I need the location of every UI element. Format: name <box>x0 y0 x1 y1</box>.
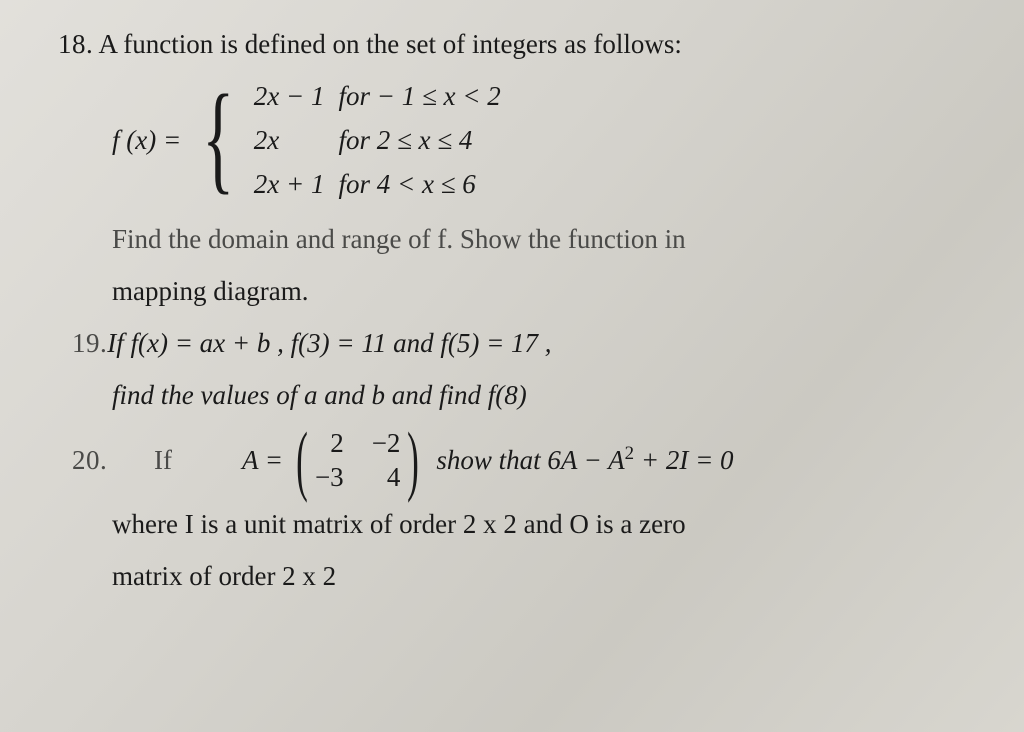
q19-number: 19. <box>72 328 107 358</box>
q20-m-r0c0: 2 <box>315 427 344 461</box>
q19-given: If f(x) = ax + b , f(3) = 11 and f(5) = … <box>107 328 551 358</box>
q20-m-r0c1: −2 <box>372 427 401 461</box>
q20-number: 20. <box>72 440 154 482</box>
q18-task-line1-text: Find the domain and range of f. Show the… <box>112 224 686 254</box>
q20-m-r1c0: −3 <box>315 461 344 495</box>
q18-task-line1: Find the domain and range of f. Show the… <box>112 219 990 261</box>
right-paren-icon: ) <box>408 433 420 488</box>
q20-matrix-grid: 2 −2 −3 4 <box>315 427 400 495</box>
q18-case3-cond: for 4 < x ≤ 6 <box>338 164 500 206</box>
q20-lead: If <box>154 440 172 482</box>
q20-show-tail: + 2I = 0 <box>634 445 733 475</box>
q18-task-line2-text: mapping diagram. <box>112 276 308 306</box>
q20-show-text: show that 6A − A <box>436 445 624 475</box>
q18-case1-expr: 2x − 1 <box>254 76 325 118</box>
q18-case2-cond: for 2 ≤ x ≤ 4 <box>338 120 500 162</box>
q20-where-line2: matrix of order 2 x 2 <box>112 556 990 598</box>
q20-exponent: 2 <box>625 443 634 464</box>
q20-matrix: ( 2 −2 −3 4 ) <box>289 427 426 495</box>
q18-case2-expr: 2x <box>254 120 325 162</box>
q20-where-line1: where I is a unit matrix of order 2 x 2 … <box>112 504 990 546</box>
left-brace-icon: { <box>202 90 234 185</box>
q18-piecewise: f (x) = { 2x − 1 for − 1 ≤ x < 2 2x for … <box>112 76 990 206</box>
q19-task: find the values of a and b and find f(8) <box>112 375 990 417</box>
page: 18. A function is defined on the set of … <box>0 0 1024 618</box>
question-19: 19.If f(x) = ax + b , f(3) = 11 and f(5)… <box>72 323 990 365</box>
q18-cases: 2x − 1 for − 1 ≤ x < 2 2x for 2 ≤ x ≤ 4 … <box>254 76 501 206</box>
q18-task-line2: mapping diagram. <box>112 271 990 313</box>
q20-m-r1c1: 4 <box>372 461 401 495</box>
q20-A-equals: A = <box>242 440 283 482</box>
q20-show: show that 6A − A2 + 2I = 0 <box>436 440 733 482</box>
q18-case1-cond: for − 1 ≤ x < 2 <box>338 76 500 118</box>
q18-number: 18. <box>58 29 93 59</box>
question-18: 18. A function is defined on the set of … <box>58 24 990 66</box>
question-20: 20. If A = ( 2 −2 −3 4 ) show that 6A − … <box>72 427 990 495</box>
q18-lhs: f (x) = <box>112 120 181 162</box>
q18-case3-expr: 2x + 1 <box>254 164 325 206</box>
q18-intro: A function is defined on the set of inte… <box>99 29 682 59</box>
left-paren-icon: ( <box>296 433 308 488</box>
